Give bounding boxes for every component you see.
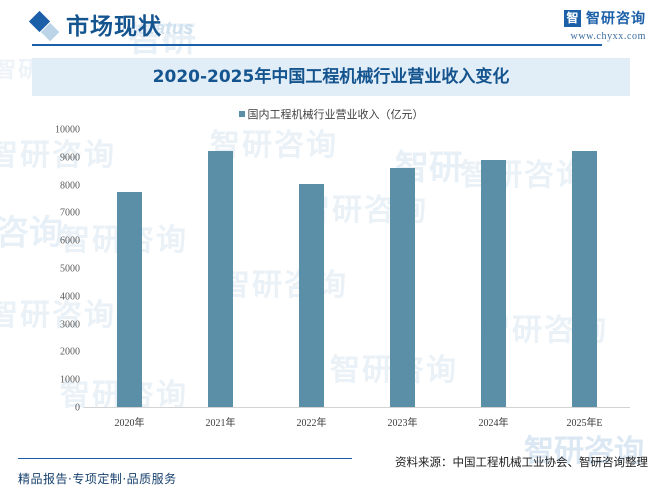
x-axis-tick: 2020年 xyxy=(114,418,145,429)
plot-area xyxy=(84,130,630,408)
x-axis-tick: 2025年E xyxy=(566,418,603,429)
chart-card: 2020-2025年中国工程机械行业营业收入变化 国内工程机械行业营业收入（亿元… xyxy=(32,58,630,448)
y-axis-tick: 8000 xyxy=(60,180,80,192)
header-divider xyxy=(32,44,602,46)
y-axis-tick: 5000 xyxy=(60,263,80,275)
section-title-en: status xyxy=(138,18,195,38)
footer-divider xyxy=(18,458,352,459)
footer-source: 资料来源：中国工程机械工业协会、智研咨询整理 xyxy=(395,455,648,469)
y-axis: 10000 9000 8000 7000 6000 5000 4000 3000 2000 100… xyxy=(32,125,80,414)
brand-url: www.chyxx.com xyxy=(570,31,646,42)
x-axis-tick: 2021年 xyxy=(205,418,236,429)
brand-mark-icon: 智 xyxy=(564,9,581,27)
y-axis-tick: 3000 xyxy=(60,319,80,331)
watermark-logo: 智研咨询 xyxy=(524,434,644,469)
chart-title-band xyxy=(32,58,630,96)
page-footer: 精品报告·专项定制·品质服务 资料来源：中国工程机械工业协会、智研咨询整理 xyxy=(0,448,662,500)
brand-name: 智研咨询 xyxy=(586,11,646,27)
y-axis-tick: 6000 xyxy=(60,235,80,247)
chart-plot: 10000 9000 8000 7000 6000 5000 4000 3000 2000 100… xyxy=(32,125,630,448)
y-axis-tick: 0 xyxy=(75,402,80,414)
y-axis-tick: 9000 xyxy=(60,152,80,164)
bar-2024年 xyxy=(481,159,506,407)
bar-2021年 xyxy=(208,151,233,407)
x-axis-tick: 2023年 xyxy=(387,418,418,429)
chart-legend: 国内工程机械行业营业收入（亿元） xyxy=(32,106,630,122)
chart-title: 2020-2025年中国工程机械行业营业收入变化 xyxy=(152,67,510,87)
y-axis-tick: 1000 xyxy=(60,374,80,386)
diamond-icon xyxy=(28,10,51,33)
y-axis-tick: 7000 xyxy=(60,207,80,219)
x-axis-tick: 2024年 xyxy=(478,418,509,429)
y-axis-tick: 4000 xyxy=(60,291,80,303)
brand-logo: 智 智研咨询 www.chyxx.com xyxy=(564,8,646,42)
section-title: 市场现状 xyxy=(66,14,162,40)
axis-baseline xyxy=(84,407,630,408)
bar-2025年E xyxy=(572,151,597,407)
x-axis-tick: 2022年 xyxy=(296,418,327,429)
bar-2022年 xyxy=(299,183,324,407)
x-axis: 2020年 2021年 2022年 2023年 2024年 2025年E xyxy=(84,414,630,434)
footer-slogan: 精品报告·专项定制·品质服务 xyxy=(18,472,177,486)
y-axis-tick: 10000 xyxy=(55,124,80,136)
bar-2020年 xyxy=(117,191,142,407)
page-header: status 市场现状 智 智研咨询 www.chyxx.com xyxy=(0,0,662,52)
legend-swatch xyxy=(238,111,245,117)
y-axis-tick: 2000 xyxy=(60,346,80,358)
bar-2023年 xyxy=(390,167,415,407)
legend-label: 国内工程机械行业营业收入（亿元） xyxy=(247,108,424,121)
